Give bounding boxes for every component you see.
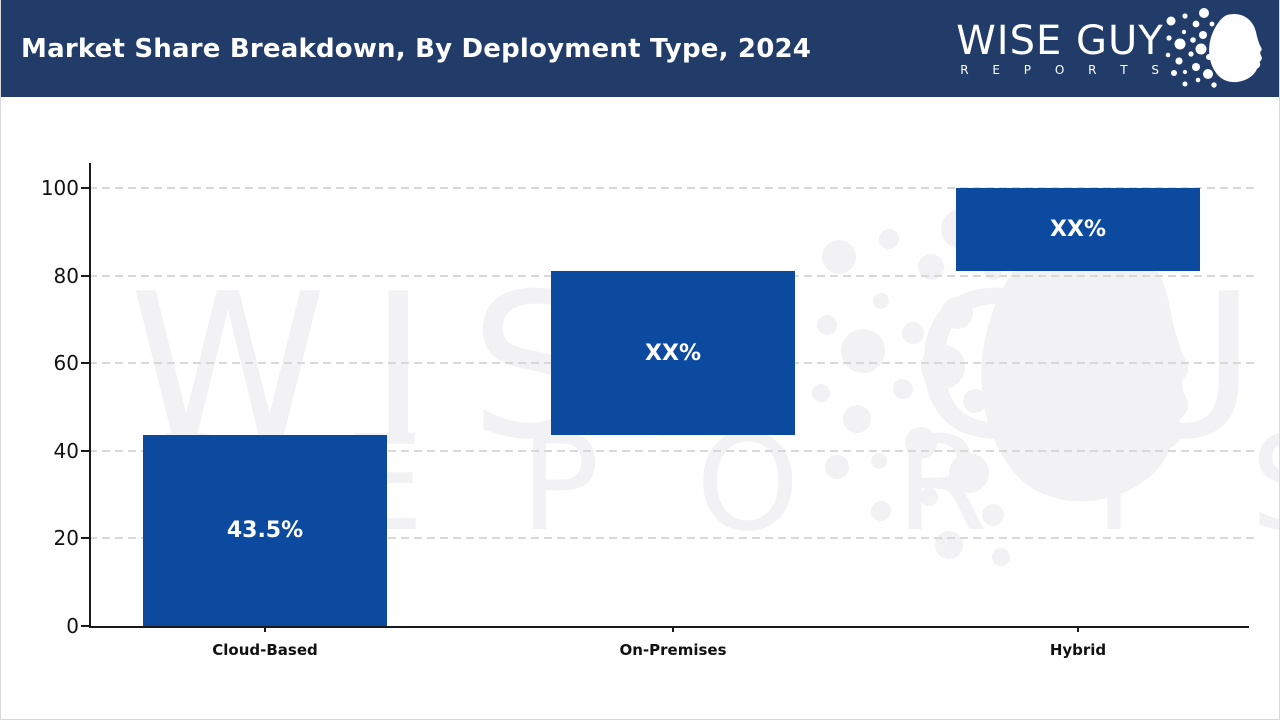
logo-wordmark: WISE GUY: [956, 17, 1164, 64]
y-tick-mark: [81, 449, 89, 452]
watermark-face-icon: [812, 209, 1189, 566]
bar-on-premises: XX%: [551, 271, 795, 436]
gridline-40: [89, 449, 1259, 452]
y-tick-mark: [81, 625, 89, 627]
x-tick-mark: [672, 626, 674, 632]
gridline-20: [89, 537, 1259, 540]
logo-text: WISE GUY R E P O R T S: [956, 21, 1169, 77]
y-tick-label: 0: [66, 614, 79, 638]
brand-logo: WISE GUY R E P O R T S: [956, 7, 1265, 91]
y-tick-mark: [81, 537, 89, 540]
logo-subtext: R E P O R T S: [960, 62, 1169, 77]
bar-hybrid: XX%: [956, 188, 1200, 272]
y-tick-label: 60: [53, 351, 79, 376]
x-category-label-on-premises: On-Premises: [619, 641, 727, 659]
y-tick-label: 20: [53, 526, 79, 551]
logo-head-icon: [1165, 7, 1262, 88]
bar-value-label: XX%: [645, 340, 701, 366]
y-tick-label: 100: [40, 176, 79, 200]
y-tick-mark: [81, 187, 89, 189]
x-category-label-cloud-based: Cloud-Based: [212, 641, 318, 659]
y-tick-label: 40: [53, 438, 79, 463]
bar-cloud-based: 43.5%: [143, 435, 387, 626]
x-tick-mark: [264, 626, 266, 632]
bar-value-label: 43.5%: [226, 518, 304, 544]
header: Market Share Breakdown, By Deployment Ty…: [1, 0, 1279, 97]
x-category-label-hybrid: Hybrid: [1049, 641, 1107, 659]
bar-value-label: XX%: [1050, 217, 1106, 243]
y-axis-line: [89, 163, 91, 628]
y-tick-label: 80: [53, 263, 79, 288]
y-tick-mark: [81, 362, 89, 365]
x-axis-line: [89, 626, 1249, 628]
chart-title: Market Share Breakdown, By Deployment Ty…: [21, 33, 812, 64]
y-tick-mark: [81, 274, 89, 277]
gridline-100: [89, 187, 1259, 189]
x-tick-mark: [1077, 626, 1079, 632]
